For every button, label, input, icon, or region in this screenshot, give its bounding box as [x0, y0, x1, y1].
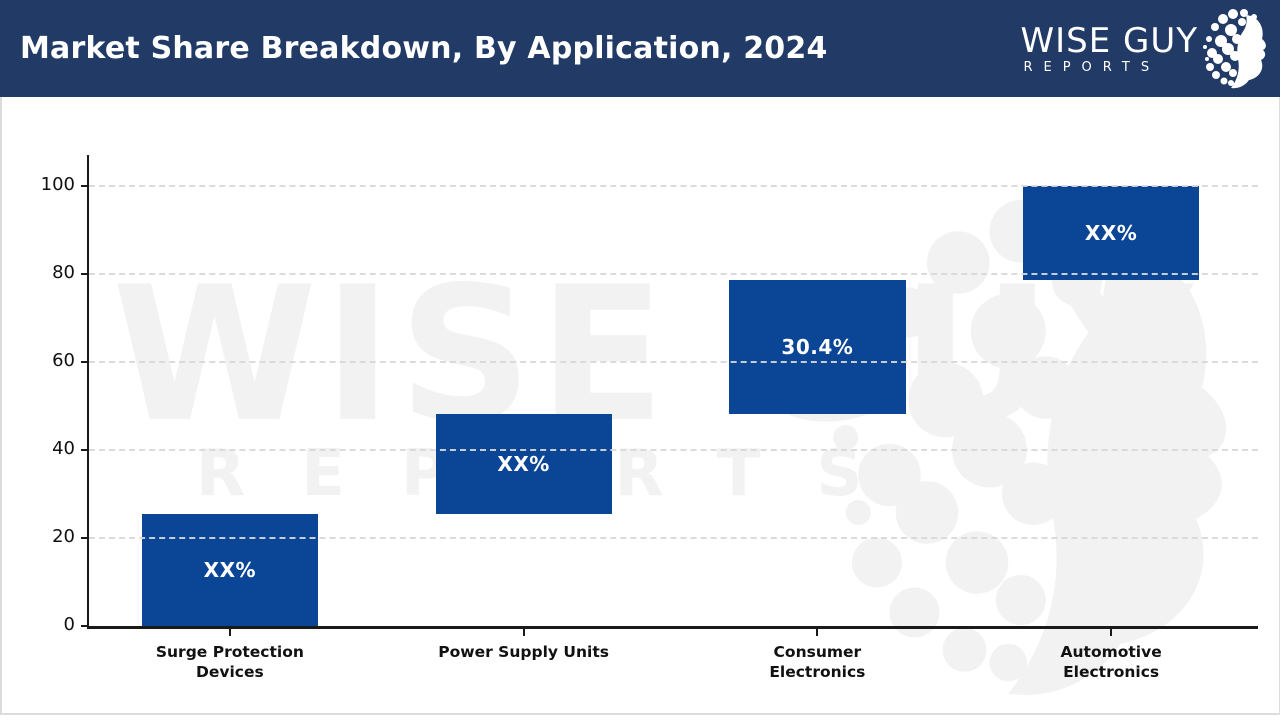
- y-axis-tick-label: 60: [52, 350, 75, 371]
- y-tickmark: [81, 273, 89, 275]
- border-right: [1278, 97, 1280, 714]
- border-left: [0, 97, 2, 714]
- x-tickmark: [522, 628, 525, 636]
- border-bottom: [0, 713, 1280, 715]
- y-tickmark: [81, 625, 89, 627]
- x-axis-category-label: Surge Protection Devices: [155, 643, 304, 682]
- x-tickmark: [228, 628, 231, 636]
- y-axis-tick-label: 0: [63, 614, 75, 635]
- x-axis-category-label: Power Supply Units: [438, 643, 609, 661]
- bar-segment: XX%: [435, 414, 612, 515]
- x-tickmark: [1110, 628, 1113, 636]
- bar-value-label: XX%: [497, 452, 550, 477]
- y-gridline: [89, 273, 1258, 275]
- x-axis-line: [87, 626, 1258, 629]
- y-gridline: [89, 185, 1258, 187]
- y-gridline: [89, 361, 1258, 363]
- bar-segment: 30.4%: [729, 280, 906, 414]
- x-tickmark: [816, 628, 819, 636]
- y-gridline: [89, 449, 1258, 451]
- wise-guy-reports-logo: WISE GUY REPORTS: [1020, 8, 1266, 89]
- y-axis-tick-label: 100: [40, 174, 75, 195]
- y-tickmark: [81, 537, 89, 539]
- bar-segment: XX%: [1023, 186, 1200, 280]
- x-axis-category-label: Automotive Electronics: [1060, 643, 1162, 682]
- bar-segment: XX%: [141, 513, 318, 626]
- dotted-head-icon: [1203, 8, 1266, 88]
- bar-value-label: XX%: [203, 557, 257, 582]
- logo-wordmark: WISE GUY: [1020, 20, 1198, 61]
- y-tickmark: [81, 185, 89, 187]
- y-tickmark: [81, 449, 89, 451]
- y-axis-tick-label: 80: [52, 262, 75, 283]
- y-tickmark: [81, 361, 89, 363]
- y-axis-line: [87, 155, 89, 628]
- header-bar: Market Share Breakdown, By Application, …: [0, 0, 1280, 97]
- bar-value-label: 30.4%: [781, 335, 854, 360]
- y-gridline: [89, 537, 1258, 539]
- logo-subtitle: REPORTS: [1023, 59, 1161, 75]
- page-title: Market Share Breakdown, By Application, …: [20, 31, 828, 66]
- y-axis-tick-label: 40: [52, 438, 75, 459]
- logo-text: WISE GUY REPORTS: [1020, 24, 1198, 74]
- y-axis-tick-label: 20: [52, 526, 75, 547]
- x-axis-category-label: Consumer Electronics: [769, 643, 866, 682]
- plot-area: XX% Surge Protection Devices XX% Power Suppl…: [0, 97, 1280, 720]
- bar-value-label: XX%: [1084, 220, 1138, 245]
